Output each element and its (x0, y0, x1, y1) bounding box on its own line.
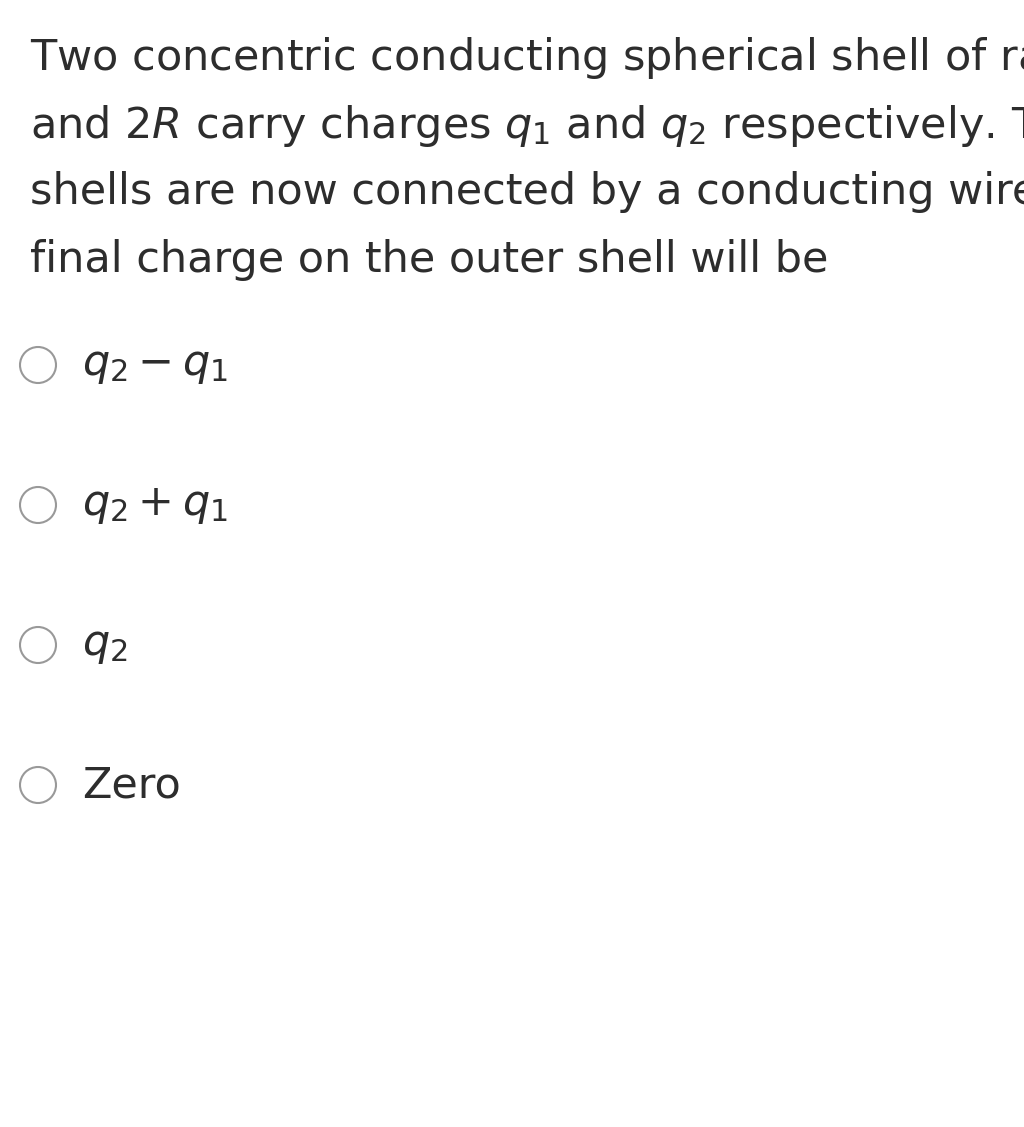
Text: $q_2 + q_1$: $q_2 + q_1$ (82, 483, 228, 526)
Text: and 2$R$ carry charges $q_1$ and $q_2$ respectively. The two: and 2$R$ carry charges $q_1$ and $q_2$ r… (30, 103, 1024, 149)
Text: shells are now connected by a conducting wire. The: shells are now connected by a conducting… (30, 171, 1024, 213)
Text: Two concentric conducting spherical shell of radii $R$: Two concentric conducting spherical shel… (30, 35, 1024, 81)
Text: final charge on the outer shell will be: final charge on the outer shell will be (30, 239, 828, 281)
Text: $q_2 - q_1$: $q_2 - q_1$ (82, 344, 228, 387)
Text: Zero: Zero (82, 764, 181, 806)
Text: $q_2$: $q_2$ (82, 624, 128, 666)
